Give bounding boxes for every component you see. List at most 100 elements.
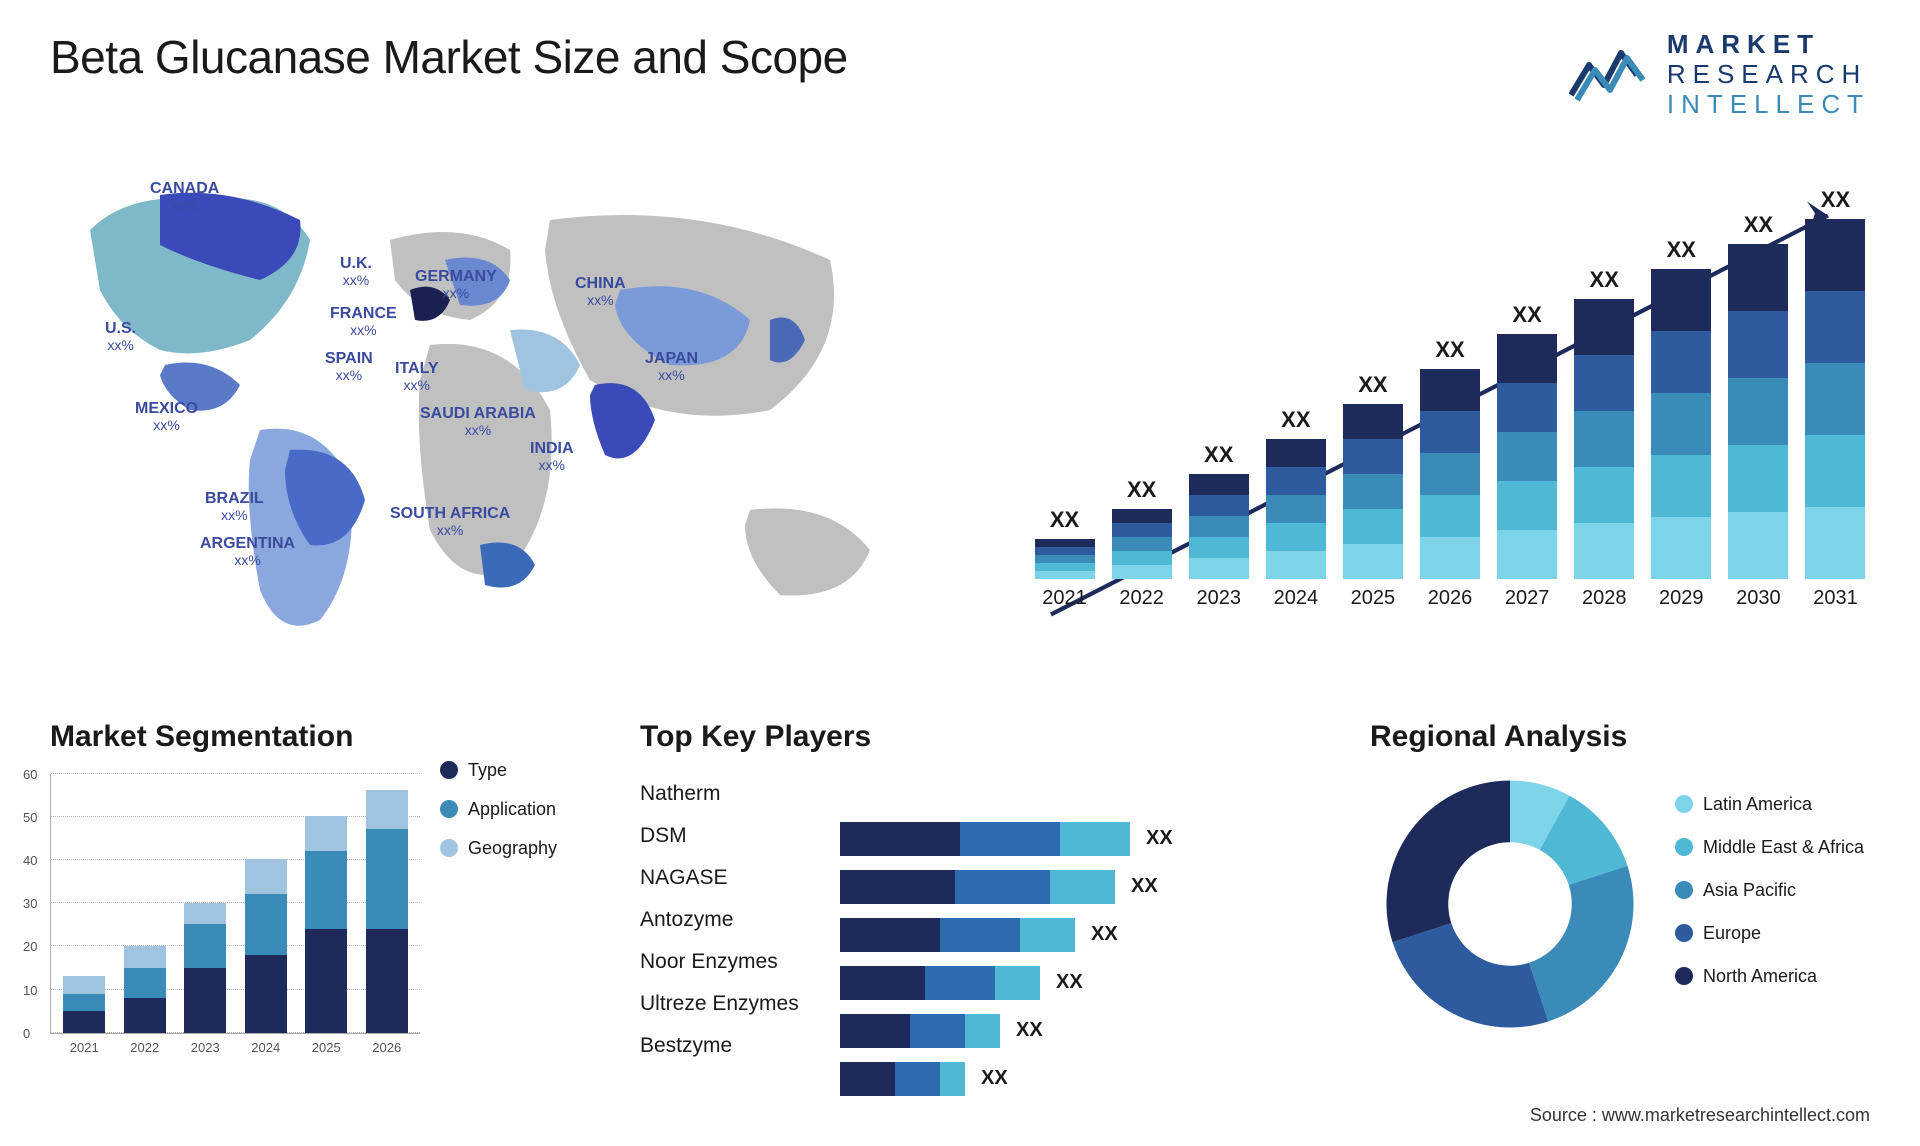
player-bar-seg <box>955 870 1050 904</box>
legend-label: Latin America <box>1703 794 1812 815</box>
seg-bar-seg <box>184 924 226 967</box>
legend-item: Middle East & Africa <box>1675 837 1870 858</box>
legend-label: Type <box>468 760 507 781</box>
map-label: BRAZILxx% <box>205 490 264 525</box>
player-bar-seg <box>1060 822 1130 856</box>
seg-axis-tick: 10 <box>23 983 37 998</box>
growth-col: XX 2025 <box>1338 372 1407 610</box>
player-bar-seg <box>940 918 1020 952</box>
map-label: U.S.xx% <box>105 320 136 355</box>
player-bar-seg <box>1020 918 1075 952</box>
player-row: XX <box>840 1014 1173 1048</box>
legend-item: Application <box>440 799 610 820</box>
brand-line-3: INTELLECT <box>1667 90 1870 120</box>
legend-label: Asia Pacific <box>1703 880 1796 901</box>
players-panel: Top Key Players Natherm DSM NAGASE Antozyme… <box>640 720 1340 1096</box>
growth-value: XX <box>1281 407 1310 433</box>
legend-dot-icon <box>1675 881 1693 899</box>
world-map-panel: CANADAxx%U.S.xx%MEXICOxx%BRAZILxx%ARGENT… <box>50 150 990 680</box>
seg-col: 2024 <box>239 859 294 1032</box>
player-row: XX <box>840 822 1173 856</box>
map-label: GERMANYxx% <box>415 268 497 303</box>
map-label: U.K.xx% <box>340 255 372 290</box>
header: Beta Glucanase Market Size and Scope MAR… <box>50 30 1870 120</box>
donut-slice <box>1529 866 1633 1022</box>
seg-bar-seg <box>366 829 408 929</box>
player-name: DSM <box>640 824 820 848</box>
growth-year: 2021 <box>1042 587 1087 610</box>
growth-year: 2025 <box>1351 587 1396 610</box>
growth-year: 2028 <box>1582 587 1627 610</box>
growth-year: 2023 <box>1196 587 1241 610</box>
player-name: Ultreze Enzymes <box>640 992 820 1016</box>
player-bar-seg <box>910 1014 965 1048</box>
seg-year: 2025 <box>312 1040 341 1055</box>
player-bar-seg <box>1050 870 1115 904</box>
map-region-aus <box>745 508 870 595</box>
seg-col: 2026 <box>360 790 415 1033</box>
seg-bar-seg <box>124 998 166 1033</box>
player-bar-seg <box>840 1062 895 1096</box>
player-value: XX <box>1131 875 1158 898</box>
legend-item: North America <box>1675 966 1870 987</box>
growth-year: 2031 <box>1813 587 1858 610</box>
seg-bar-seg <box>184 968 226 1033</box>
player-bar-seg <box>840 966 925 1000</box>
player-bar-seg <box>965 1014 1000 1048</box>
legend-item: Type <box>440 760 610 781</box>
player-bar-seg <box>960 822 1060 856</box>
player-bar-seg <box>925 966 995 1000</box>
seg-bar-seg <box>124 968 166 998</box>
players-title: Top Key Players <box>640 720 1173 754</box>
player-value: XX <box>1056 971 1083 994</box>
legend-label: Geography <box>468 838 557 859</box>
seg-year: 2024 <box>251 1040 280 1055</box>
seg-col: 2022 <box>118 946 173 1033</box>
growth-value: XX <box>1127 477 1156 503</box>
growth-value: XX <box>1512 302 1541 328</box>
regional-panel: Regional Analysis Latin AmericaMiddle Ea… <box>1370 720 1870 1096</box>
legend-dot-icon <box>1675 795 1693 813</box>
source-text: Source : www.marketresearchintellect.com <box>1530 1105 1870 1126</box>
donut-slice <box>1387 780 1511 942</box>
seg-bar-seg <box>366 929 408 1033</box>
player-bar-seg <box>995 966 1040 1000</box>
growth-year: 2022 <box>1119 587 1164 610</box>
segmentation-title: Market Segmentation <box>50 720 420 754</box>
legend-dot-icon <box>1675 967 1693 985</box>
growth-value: XX <box>1204 442 1233 468</box>
player-name: Bestzyme <box>640 1034 820 1058</box>
legend-label: North America <box>1703 966 1817 987</box>
segmentation-chart: 0102030405060202120222023202420252026 <box>50 774 420 1034</box>
map-label: ARGENTINAxx% <box>200 535 295 570</box>
player-bar-seg <box>940 1062 965 1096</box>
legend-item: Latin America <box>1675 794 1870 815</box>
player-name: Natherm <box>640 782 820 806</box>
player-name: Antozyme <box>640 908 820 932</box>
seg-bar-seg <box>63 1011 105 1033</box>
legend-item: Europe <box>1675 923 1870 944</box>
growth-chart-panel: XX2021XX2022XX2023XX2024XX2025XX2026XX20… <box>1030 150 1870 680</box>
brand-line-1: MARKET <box>1667 30 1870 60</box>
seg-year: 2022 <box>130 1040 159 1055</box>
growth-col: XX2026 <box>1415 337 1484 610</box>
player-row: XX <box>840 918 1173 952</box>
player-value: XX <box>1091 923 1118 946</box>
regional-donut-chart <box>1380 774 1640 1034</box>
player-value: XX <box>1016 1019 1043 1042</box>
player-name: NAGASE <box>640 866 820 890</box>
growth-col: XX 2023 <box>1184 442 1253 610</box>
player-row: XX <box>840 870 1173 904</box>
map-region-safr <box>480 542 535 587</box>
player-value: XX <box>981 1067 1008 1090</box>
seg-bar-seg <box>63 994 105 1011</box>
page-title: Beta Glucanase Market Size and Scope <box>50 30 848 84</box>
seg-axis-tick: 30 <box>23 896 37 911</box>
seg-year: 2021 <box>70 1040 99 1055</box>
seg-bar-seg <box>245 859 287 894</box>
player-row: XX <box>840 966 1173 1000</box>
map-label: CHINAxx% <box>575 275 626 310</box>
bottom-row: Market Segmentation 01020304050602021202… <box>50 720 1870 1096</box>
map-label: FRANCExx% <box>330 305 397 340</box>
growth-value: XX <box>1358 372 1387 398</box>
